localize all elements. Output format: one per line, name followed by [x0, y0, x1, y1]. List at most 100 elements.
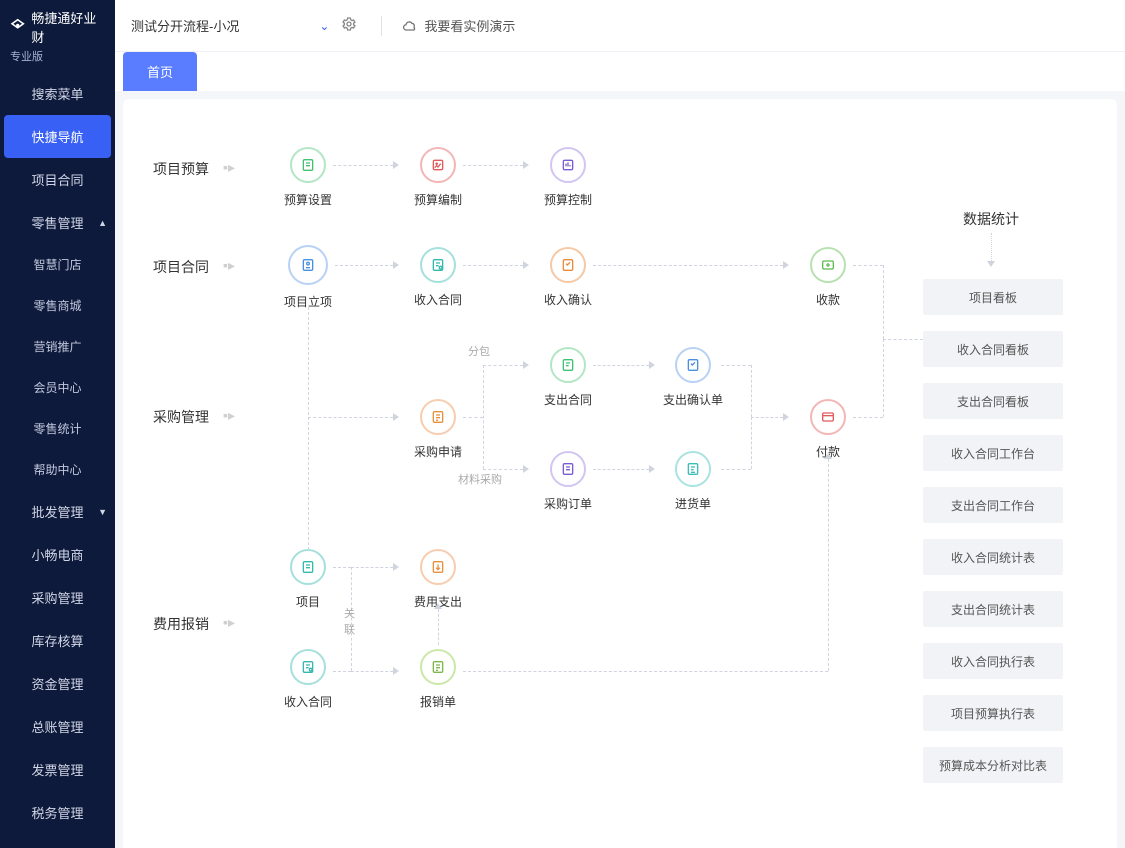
- node-label: 项目: [268, 593, 348, 610]
- sidebar-item-retail-mall[interactable]: 零售商城: [0, 285, 115, 326]
- label-relation: 关: [344, 605, 355, 621]
- stats-btn-income-desk[interactable]: 收入合同工作台: [923, 435, 1063, 471]
- sidebar-item-invoice[interactable]: 发票管理: [0, 748, 115, 791]
- stats-btn-expend-board[interactable]: 支出合同看板: [923, 383, 1063, 419]
- stats-btn-expend-stat[interactable]: 支出合同统计表: [923, 591, 1063, 627]
- sidebar-item-wholesale[interactable]: 批发管理 ▼: [0, 490, 115, 533]
- flow-selector[interactable]: 测试分开流程-小况 ⌄: [131, 16, 341, 35]
- arrow-icon: ▪▸: [223, 159, 235, 176]
- node-reimburse[interactable]: 报销单: [398, 649, 478, 710]
- node-purchase-order[interactable]: 采购订单: [528, 451, 608, 512]
- sidebar-quicknav[interactable]: 快捷导航: [4, 115, 111, 158]
- sidebar-item-member[interactable]: 会员中心: [0, 367, 115, 408]
- node-receipt[interactable]: 收款: [788, 247, 868, 308]
- sidebar-item-retail[interactable]: 零售管理 ▲: [0, 201, 115, 244]
- sidebar-search[interactable]: 搜索菜单: [0, 72, 115, 115]
- chevron-up-icon: ▲: [98, 218, 107, 228]
- label-relation2: 联: [344, 621, 355, 637]
- stats-title: 数据统计: [963, 209, 1019, 229]
- chevron-down-icon: ▼: [98, 507, 107, 517]
- node-label: 采购订单: [528, 495, 608, 512]
- arrow-icon: [824, 453, 832, 459]
- connector: [883, 339, 923, 340]
- node-expense-out[interactable]: 费用支出: [398, 549, 478, 610]
- node-income-confirm[interactable]: 收入确认: [528, 247, 608, 308]
- label-material: 材料采购: [458, 471, 502, 487]
- node-label: 报销单: [398, 693, 478, 710]
- node-purchase-req[interactable]: 采购申请: [398, 399, 478, 460]
- sidebar-item-tax[interactable]: 税务管理: [0, 791, 115, 834]
- connector: [333, 567, 351, 568]
- sidebar-item-help[interactable]: 帮助中心: [0, 449, 115, 490]
- connector: [721, 365, 751, 366]
- flow-selector-text: 测试分开流程-小况: [131, 16, 239, 35]
- connector: [883, 265, 884, 339]
- node-budget-make[interactable]: 预算编制: [398, 147, 478, 208]
- connector: [463, 265, 523, 266]
- sidebar-item-ecommerce[interactable]: 小畅电商: [0, 533, 115, 576]
- section-expense: 费用报销: [153, 614, 209, 634]
- node-label: 支出合同: [528, 391, 608, 408]
- topbar: 测试分开流程-小况 ⌄ 我要看实例演示: [115, 0, 1125, 52]
- connector: [483, 365, 484, 469]
- stats-btn-budget-exec[interactable]: 项目预算执行表: [923, 695, 1063, 731]
- connector: [308, 307, 309, 565]
- connector: [883, 339, 884, 417]
- stats-btn-expend-desk[interactable]: 支出合同工作台: [923, 487, 1063, 523]
- stats-btn-income-stat[interactable]: 收入合同统计表: [923, 539, 1063, 575]
- section-contract: 项目合同: [153, 257, 209, 277]
- node-project[interactable]: 项目: [268, 549, 348, 610]
- node-budget-set[interactable]: 预算设置: [268, 147, 348, 208]
- sidebar-item-purchase[interactable]: 采购管理: [0, 576, 115, 619]
- divider: [381, 16, 382, 36]
- sidebar-item-funds[interactable]: 资金管理: [0, 662, 115, 705]
- sidebar-item-smart-store[interactable]: 智慧门店: [0, 244, 115, 285]
- node-proj-init[interactable]: 项目立项: [268, 245, 348, 310]
- connector: [438, 609, 439, 645]
- sidebar-menu: 搜索菜单 快捷导航 项目合同 零售管理 ▲ 智慧门店 零售商城 营销推广 会员中…: [0, 72, 115, 848]
- node-label: 预算编制: [398, 191, 478, 208]
- sidebar-item-label: 批发管理: [31, 505, 83, 520]
- sidebar-item-marketing[interactable]: 营销推广: [0, 326, 115, 367]
- connector: [751, 365, 752, 417]
- app-root: 畅捷通好业财 专业版 搜索菜单 快捷导航 项目合同 零售管理 ▲ 智慧门店 零售…: [0, 0, 1125, 848]
- connector: [308, 417, 393, 418]
- connector: [463, 165, 523, 166]
- node-goods-in[interactable]: 进货单: [653, 451, 733, 512]
- arrow-icon: [393, 563, 399, 571]
- connector: [335, 265, 393, 266]
- node-income-contract[interactable]: 收入合同: [398, 247, 478, 308]
- connector: [751, 417, 783, 418]
- stats-btn-income-board[interactable]: 收入合同看板: [923, 331, 1063, 367]
- tab-bar: 首页: [115, 52, 1125, 91]
- tab-home[interactable]: 首页: [123, 52, 197, 91]
- sidebar-item-inventory[interactable]: 库存核算: [0, 619, 115, 662]
- connector: [483, 365, 523, 366]
- stats-btn-project-board[interactable]: 项目看板: [923, 279, 1063, 315]
- node-label: 预算控制: [528, 191, 608, 208]
- connector: [721, 469, 751, 470]
- node-income-contract2[interactable]: 收入合同: [268, 649, 348, 710]
- connector: [463, 671, 828, 672]
- gear-icon[interactable]: [341, 16, 357, 35]
- connector: [593, 365, 649, 366]
- connector: [991, 233, 992, 261]
- node-label: 收入确认: [528, 291, 608, 308]
- node-expend-contract[interactable]: 支出合同: [528, 347, 608, 408]
- sidebar-item-ledger[interactable]: 总账管理: [0, 705, 115, 748]
- node-label: 收款: [788, 291, 868, 308]
- demo-link[interactable]: 我要看实例演示: [402, 16, 515, 35]
- node-expend-confirm[interactable]: 支出确认单: [653, 347, 733, 408]
- node-budget-ctrl[interactable]: 预算控制: [528, 147, 608, 208]
- sidebar-item-project-contract[interactable]: 项目合同: [0, 158, 115, 201]
- section-budget: 项目预算: [153, 159, 209, 179]
- sidebar-item-label: 零售管理: [31, 216, 83, 231]
- sidebar-item-retail-stats[interactable]: 零售统计: [0, 408, 115, 449]
- stats-btn-cost-compare[interactable]: 预算成本分析对比表: [923, 747, 1063, 783]
- stats-btn-income-exec[interactable]: 收入合同执行表: [923, 643, 1063, 679]
- flow-canvas: 项目预算 ▪▸ 项目合同 ▪▸ 采购管理 ▪▸ 费用报销 ▪▸ 预算设置 预算编…: [123, 99, 1117, 848]
- node-payment[interactable]: 付款: [788, 399, 868, 460]
- node-label: 预算设置: [268, 191, 348, 208]
- demo-link-label: 我要看实例演示: [424, 16, 515, 35]
- cloud-icon: [402, 18, 418, 34]
